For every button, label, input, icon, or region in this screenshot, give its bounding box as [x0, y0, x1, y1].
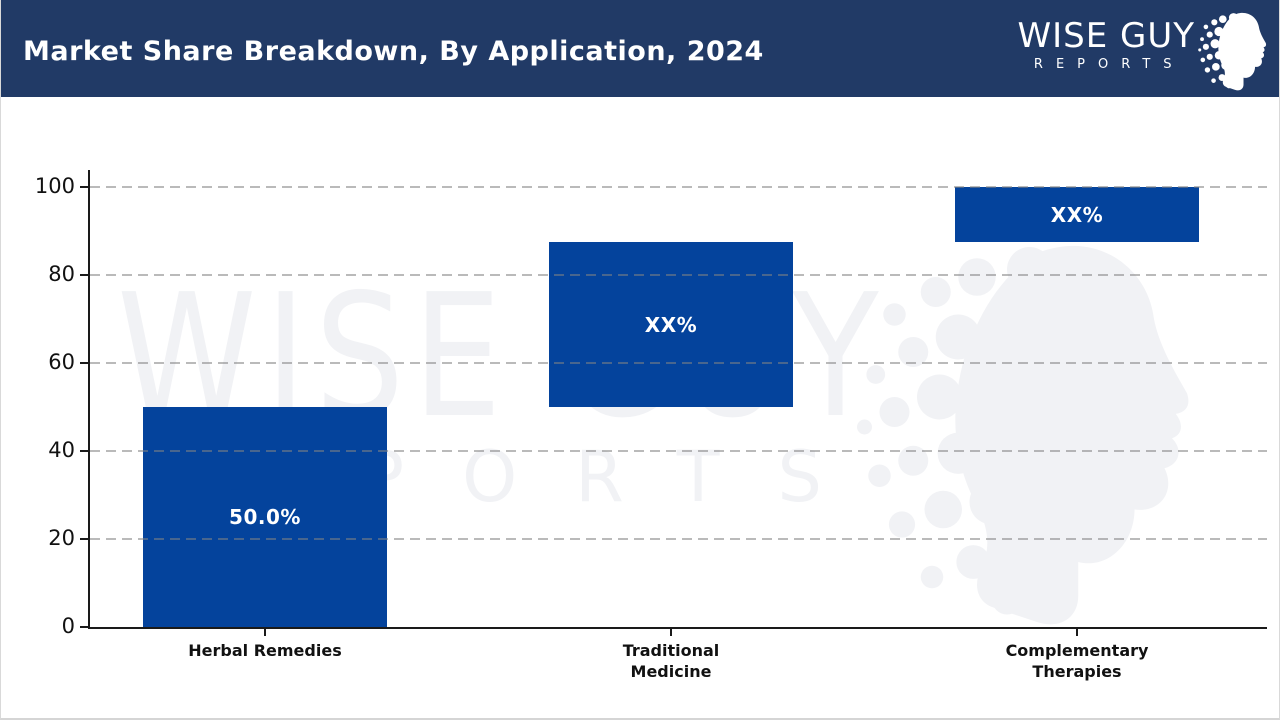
y-tick-label: 60: [48, 350, 75, 374]
category-label: Traditional Medicine: [511, 640, 831, 682]
wise-guy-reports-logo: WISE GUY REPORTS: [1005, 6, 1273, 92]
logo-wiseguy-label: WISE GUY: [1017, 16, 1195, 56]
logo-text: WISE GUY REPORTS: [1017, 16, 1195, 73]
category-label-line: Complementary: [1005, 641, 1149, 660]
category-label-line: Therapies: [1032, 662, 1122, 681]
category-label-line: Medicine: [630, 662, 712, 681]
page-title: Market Share Breakdown, By Application, …: [23, 36, 764, 67]
watermark-head-icon: [827, 232, 1217, 652]
bar-segment: 50.0%: [143, 407, 387, 627]
y-axis-tick: [80, 274, 88, 276]
y-axis-tick: [80, 450, 88, 452]
x-axis-tick: [1076, 629, 1078, 636]
x-axis-tick: [670, 629, 672, 636]
grid-line: [90, 538, 1267, 540]
y-axis-tick: [80, 538, 88, 540]
bar-value-label: XX%: [1050, 202, 1104, 227]
category-label: Complementary Therapies: [917, 640, 1237, 682]
category-label-line: Herbal Remedies: [188, 641, 342, 660]
category-label-line: Traditional: [622, 641, 720, 660]
bar-value-label: 50.0%: [229, 505, 301, 529]
y-tick-label: 100: [34, 174, 75, 198]
grid-line: [90, 450, 1267, 452]
y-axis-spine: [88, 170, 90, 629]
header-bar: Market Share Breakdown, By Application, …: [1, 0, 1279, 97]
bar-segment: XX%: [955, 187, 1199, 242]
y-tick-label: 0: [61, 614, 75, 638]
y-tick-label: 20: [48, 526, 75, 550]
logo-reports-label: REPORTS: [1033, 57, 1185, 73]
logo-head-icon: [1193, 10, 1271, 96]
y-tick-label: 80: [48, 262, 75, 286]
bar-segment: XX%: [549, 242, 793, 407]
grid-line: [90, 362, 1267, 364]
grid-line: [90, 274, 1267, 276]
y-tick-label: 40: [48, 438, 75, 462]
x-axis-spine: [88, 627, 1267, 629]
x-axis-tick: [264, 629, 266, 636]
category-label: Herbal Remedies: [105, 640, 425, 661]
grid-line: [90, 186, 1267, 188]
y-axis-tick: [80, 186, 88, 188]
y-axis-tick: [80, 362, 88, 364]
bar-value-label: XX%: [644, 312, 698, 337]
y-axis-tick: [80, 626, 88, 628]
